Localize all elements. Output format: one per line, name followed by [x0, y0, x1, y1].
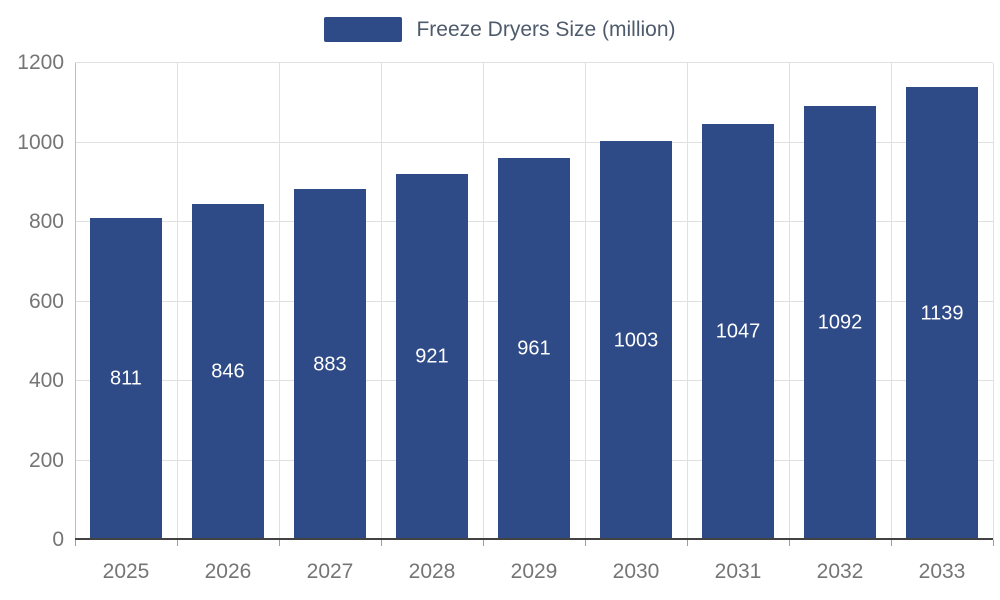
- x-axis-tick: [75, 540, 76, 546]
- x-tick-label: 2029: [510, 560, 558, 583]
- x-axis-tick: [380, 540, 382, 546]
- bar-value-label: 1092: [817, 311, 863, 334]
- bar-2032[interactable]: 1092: [804, 105, 876, 540]
- x-tick-label: 2025: [102, 560, 150, 583]
- legend[interactable]: Freeze Dryers Size (million): [0, 17, 1000, 42]
- plot-area: 0 200 400 600 800 1000 1200 811 2025 846 2026 883 20…: [17, 51, 994, 583]
- x-axis-tick: [891, 540, 892, 546]
- bar-value-label: 1047: [715, 320, 761, 343]
- x-axis-tick: [279, 540, 280, 546]
- y-tick-label: 800: [28, 210, 64, 234]
- bar-value-label: 883: [313, 353, 347, 375]
- legend-label: Freeze Dryers Size (million): [416, 17, 676, 41]
- v-gridline: [891, 63, 892, 540]
- bar-2028[interactable]: 921: [396, 173, 468, 540]
- v-gridline: [279, 63, 280, 540]
- bar-2031[interactable]: 1047: [702, 123, 774, 540]
- y-axis-line: [75, 63, 76, 540]
- bar-2026[interactable]: 846: [192, 203, 264, 540]
- h-gridline: [75, 62, 993, 63]
- y-tick-label: 200: [28, 448, 64, 472]
- x-axis-tick: [483, 540, 484, 546]
- v-gridline: [483, 63, 484, 540]
- x-axis-tick: [686, 540, 688, 546]
- y-tick-label: 1000: [17, 130, 64, 154]
- bar-value-label: 811: [110, 367, 142, 390]
- v-gridline: [993, 63, 994, 540]
- bar-value-label: 1139: [920, 302, 964, 325]
- y-tick-label: 1200: [17, 51, 64, 74]
- x-tick-label: 2031: [714, 560, 762, 583]
- x-axis-tick: [993, 540, 994, 546]
- bar-2030[interactable]: 1003: [600, 141, 672, 540]
- v-gridline: [686, 63, 688, 540]
- x-tick-label: 2027: [306, 560, 354, 583]
- h-gridline: [75, 141, 993, 143]
- v-gridline: [177, 63, 178, 540]
- bar-value-label: 921: [415, 345, 449, 368]
- bar-2025[interactable]: 811: [90, 217, 162, 540]
- x-tick-label: 2028: [408, 560, 456, 583]
- bar-2033[interactable]: 1139: [906, 87, 978, 540]
- x-tick-label: 2030: [612, 560, 660, 583]
- x-axis-tick: [789, 540, 790, 546]
- x-axis-line: [75, 538, 993, 540]
- bar-2029[interactable]: 961: [498, 158, 570, 540]
- v-gridline: [585, 63, 586, 540]
- bar-value-label: 846: [211, 360, 245, 383]
- v-gridline: [789, 63, 790, 540]
- x-tick-label: 2032: [816, 560, 864, 583]
- bar-2027[interactable]: 883: [294, 189, 366, 540]
- bar-value-label: 961: [517, 337, 551, 360]
- bar-value-label: 1003: [613, 329, 659, 352]
- x-axis-tick: [177, 540, 178, 546]
- y-tick-label: 0: [52, 528, 64, 551]
- y-tick-label: 400: [28, 369, 64, 393]
- y-tick-label: 600: [28, 289, 64, 313]
- x-tick-label: 2026: [204, 560, 252, 583]
- x-tick-label: 2033: [918, 560, 966, 583]
- v-gridline: [380, 63, 382, 540]
- legend-swatch-icon: [324, 17, 403, 42]
- x-axis-tick: [585, 540, 586, 546]
